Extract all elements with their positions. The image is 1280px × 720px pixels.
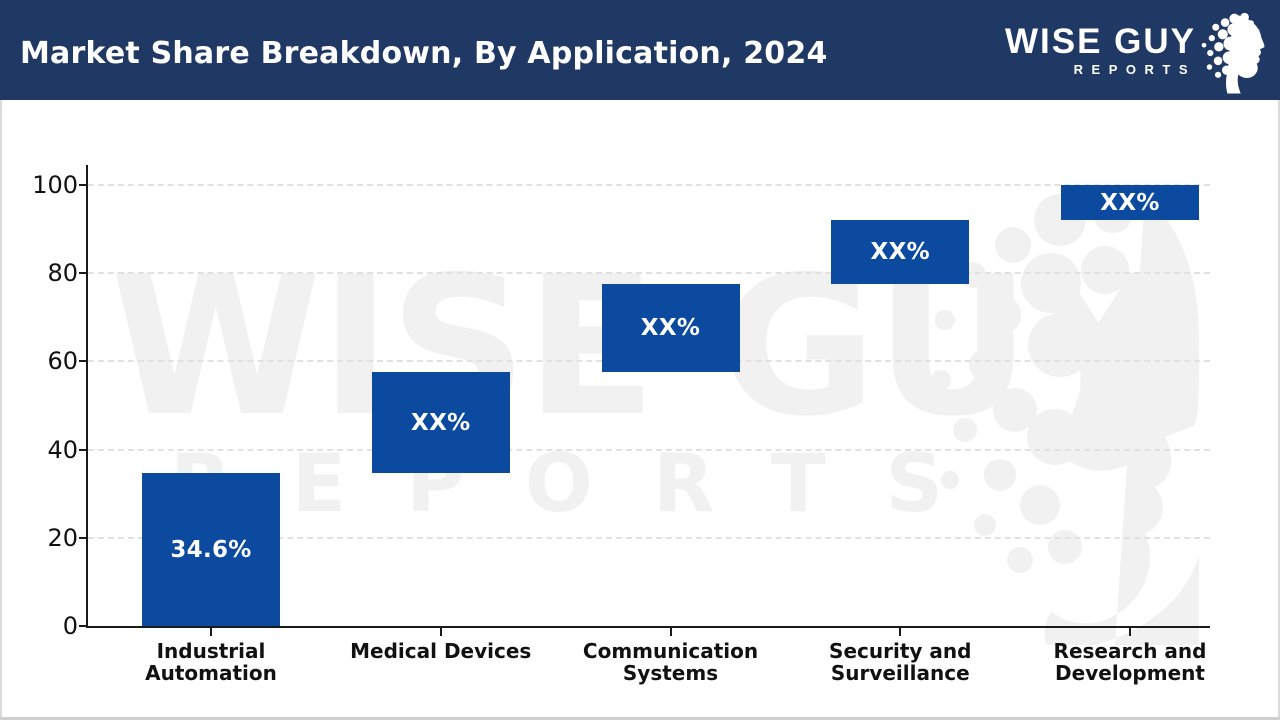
category-label-3: Security and Surveillance [780, 640, 1020, 684]
y-tick-0 [79, 625, 87, 627]
y-tick-label-0: 0 [62, 612, 78, 640]
y-tick-60 [79, 360, 87, 363]
y-tick-label-80: 80 [47, 259, 78, 288]
y-tick-80 [79, 272, 87, 275]
y-tick-label-40: 40 [47, 435, 78, 464]
bar-research-and-development: XX% [1061, 185, 1199, 221]
page-border-right [1278, 100, 1280, 720]
x-tick-0 [210, 628, 212, 636]
page-border-left [0, 100, 2, 720]
chart-title: Market Share Breakdown, By Application, … [20, 36, 828, 71]
y-tick-40 [79, 448, 87, 451]
gridline-100 [88, 184, 1210, 186]
x-tick-3 [899, 628, 902, 636]
category-label-line: Medical Devices [350, 639, 532, 663]
category-label-line: Communication [582, 639, 759, 663]
category-label-line: Security and [829, 639, 972, 663]
category-label-line: Development [1055, 661, 1205, 685]
bar-medical-devices: XX% [371, 372, 510, 474]
wiseguy-logo: WISE GUY REPORTS [1005, 8, 1268, 94]
category-label-line: Surveillance [830, 661, 970, 685]
watermark-subtitle: REPORTS [170, 437, 1004, 530]
x-tick-1 [439, 628, 442, 636]
logo-subtitle: REPORTS [1073, 62, 1196, 77]
bar-value-label: 34.6% [170, 536, 252, 563]
bar-value-label: XX% [870, 239, 930, 266]
y-tick-label-100: 100 [32, 171, 78, 199]
category-label-4: Research and Development [1010, 640, 1250, 684]
category-label-line: Systems [622, 661, 719, 685]
y-axis-line [86, 165, 88, 628]
gridline-80 [88, 272, 1210, 275]
wiseguy-head-icon [1201, 12, 1265, 94]
page-border-bottom [0, 717, 1280, 720]
y-tick-100 [79, 184, 87, 186]
bar-value-label: XX% [640, 315, 701, 342]
y-tick-20 [79, 536, 87, 539]
category-label-line: Industrial [156, 639, 266, 663]
category-label-2: Communication Systems [551, 640, 791, 684]
logo-wordmark: WISE GUY [1004, 22, 1196, 61]
bar-value-label: XX% [1100, 189, 1160, 216]
x-tick-4 [1129, 628, 1131, 636]
x-axis-line [86, 626, 1210, 628]
category-label-1: Medical Devices [321, 640, 561, 662]
x-tick-2 [669, 628, 672, 636]
bar-industrial-automation: 34.6% [142, 473, 280, 626]
category-label-line: Automation [145, 661, 277, 685]
y-tick-label-20: 20 [47, 523, 78, 552]
gridline-20 [88, 536, 1210, 539]
bar-communication-systems: XX% [601, 284, 740, 373]
y-tick-label-60: 60 [47, 347, 78, 376]
header: Market Share Breakdown, By Application, … [0, 0, 1280, 100]
bar-value-label: XX% [411, 409, 471, 436]
category-label-line: Research and [1053, 639, 1207, 663]
logo-text: WISE GUY REPORTS [1005, 24, 1196, 78]
category-label-0: Industrial Automation [91, 640, 331, 684]
gridline-40 [88, 448, 1210, 451]
bar-security-and-surveillance: XX% [831, 220, 970, 285]
